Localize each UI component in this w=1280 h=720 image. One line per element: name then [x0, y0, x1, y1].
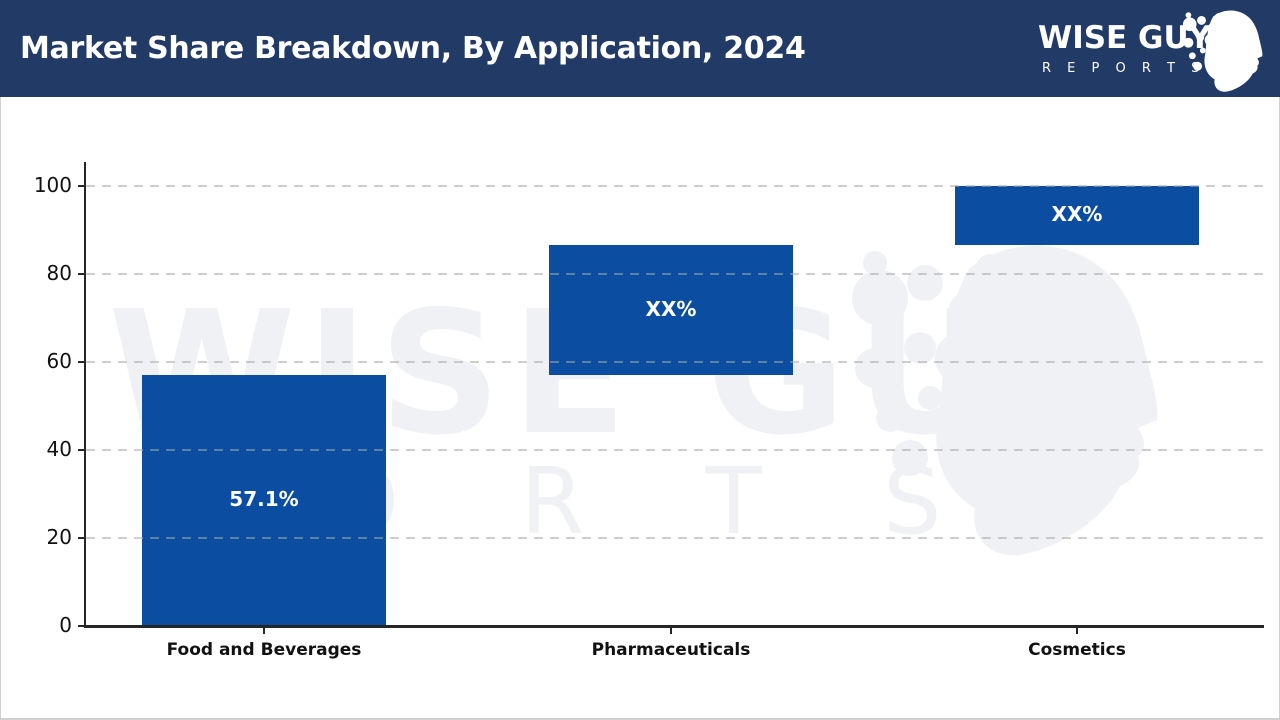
y-tick-mark: [78, 625, 86, 627]
bar-value-label: XX%: [645, 296, 697, 321]
y-tick-mark: [78, 449, 86, 451]
header-bar: Market Share Breakdown, By Application, …: [0, 0, 1280, 97]
bar-value-label: 57.1%: [229, 487, 299, 512]
y-tick-mark: [78, 537, 86, 539]
y-tick-label: 20: [46, 525, 72, 549]
y-tick-label: 80: [46, 261, 72, 285]
y-tick-mark: [78, 361, 86, 363]
bar-pharmaceuticals: [549, 244, 793, 375]
x-axis-category-label: Food and Beverages: [166, 640, 362, 660]
page-title: Market Share Breakdown, By Application, …: [20, 31, 806, 66]
y-tick-mark: [78, 273, 86, 275]
bar-cosmetics: [955, 186, 1199, 245]
logo-subtext: R E P O R T S: [1042, 61, 1205, 76]
x-tick-mark: [670, 626, 672, 634]
gridline-60: [86, 361, 1264, 363]
gridline-40: [86, 449, 1264, 451]
bar-value-label: XX%: [1051, 202, 1103, 227]
gridline-100: [86, 185, 1264, 187]
x-axis-category-label: Pharmaceuticals: [591, 640, 751, 660]
gridline-20: [86, 537, 1264, 539]
gridline-80: [86, 273, 1264, 275]
y-tick-mark: [78, 185, 86, 187]
wise-guy-reports-logo: WISE GUY R E P O R T S: [1038, 10, 1263, 92]
y-tick-label: 100: [33, 173, 72, 197]
y-tick-label: 0: [59, 613, 72, 637]
x-axis-line: [84, 625, 1264, 628]
logo-wordmark: WISE GUY: [1038, 20, 1212, 56]
x-tick-mark: [1076, 626, 1078, 634]
y-tick-label: 40: [46, 437, 72, 461]
logo-face-icon: [1182, 10, 1263, 92]
x-axis-category-label: Cosmetics: [1028, 640, 1126, 660]
x-tick-mark: [263, 626, 265, 634]
bar-food-and-beverages: [142, 374, 386, 626]
y-axis-line: [84, 162, 86, 628]
y-tick-label: 60: [46, 349, 72, 373]
